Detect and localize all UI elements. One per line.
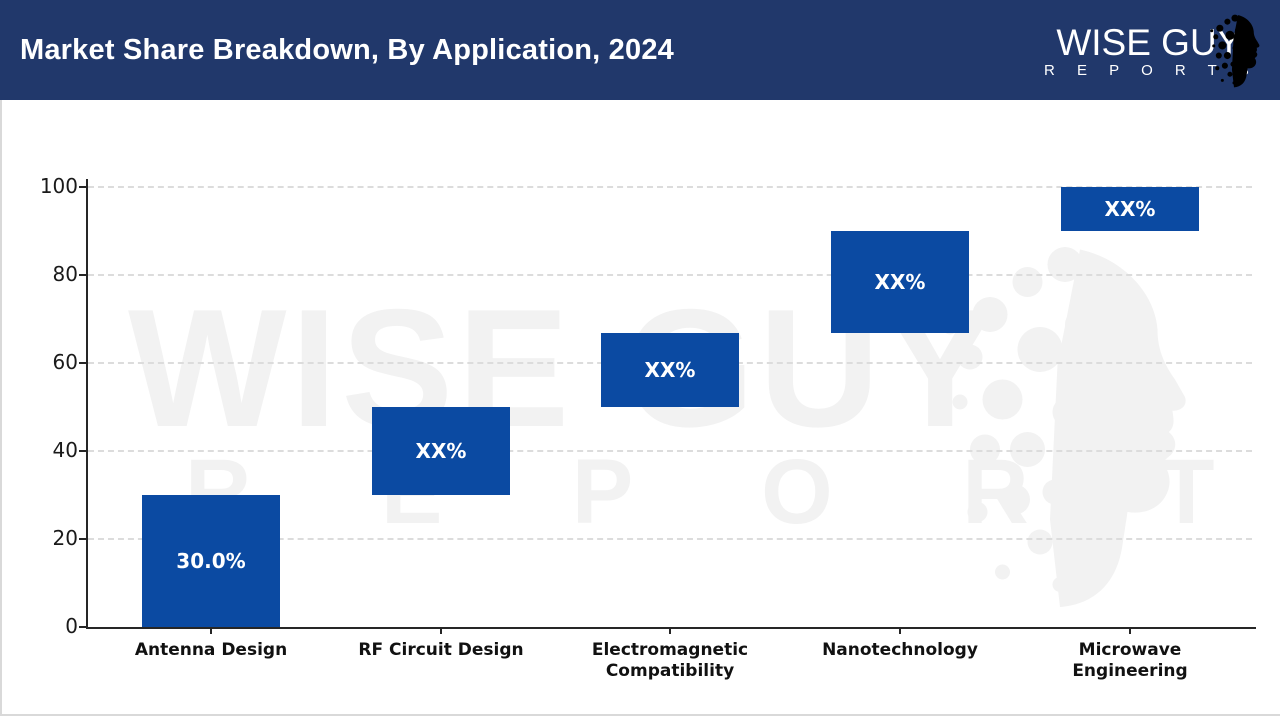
y-tick-mark — [79, 537, 87, 540]
y-axis-spine — [86, 179, 88, 629]
bar-microwave-engineering: XX% — [1061, 186, 1199, 231]
bar-antenna-design: 30.0% — [142, 494, 280, 627]
x-category-label: RF Circuit Design — [358, 640, 524, 660]
y-tick-label: 100 — [39, 173, 78, 198]
y-tick-label: 80 — [52, 261, 78, 286]
y-tick-label: 20 — [52, 525, 78, 550]
x-tick-mark — [440, 627, 442, 634]
wiseguy-face-icon — [1210, 14, 1260, 88]
x-category-label: Microwave Engineering — [1072, 640, 1188, 681]
x-tick-mark — [1129, 627, 1131, 634]
x-axis-spine — [86, 627, 1256, 629]
y-tick-label: 40 — [52, 437, 78, 462]
y-tick-mark — [79, 185, 87, 188]
wiseguy-logo: WISE GUY R E P O R T S — [1006, 6, 1266, 94]
x-category-label: Electromagnetic Compatibility — [591, 640, 749, 681]
bar-rf-circuit-design: XX% — [372, 406, 510, 495]
y-tick-label: 60 — [52, 349, 78, 374]
y-tick-mark — [79, 626, 87, 628]
y-tick-label: 0 — [65, 614, 78, 638]
header-bar: Market Share Breakdown, By Application, … — [0, 0, 1280, 100]
x-tick-mark — [899, 627, 901, 634]
bar-nanotechnology: XX% — [831, 230, 969, 334]
y-gridline — [88, 537, 1252, 540]
y-tick-mark — [79, 273, 87, 276]
bar-value-label: XX% — [644, 357, 696, 382]
y-tick-mark — [79, 361, 87, 364]
y-tick-mark — [79, 449, 87, 452]
y-gridline — [88, 449, 1252, 452]
x-tick-mark — [210, 627, 212, 634]
y-gridline — [88, 273, 1252, 276]
wiseguy-logo-text: WISE GUY R E P O R T S — [1040, 24, 1258, 80]
y-gridline — [88, 185, 1252, 188]
wiseguy-logo-line2: R E P O R T S — [1044, 62, 1258, 79]
bar-value-label: XX% — [874, 269, 926, 294]
bar-value-label: XX% — [1104, 196, 1156, 221]
x-tick-mark — [669, 627, 671, 634]
chart-title: Market Share Breakdown, By Application, … — [20, 33, 674, 66]
bar-electromagnetic-compatibility: XX% — [601, 333, 739, 407]
wiseguy-logo-line1: WISE GUY — [1056, 22, 1242, 63]
bar-value-label: 30.0% — [176, 548, 246, 573]
x-category-label: Nanotechnology — [822, 640, 978, 660]
x-category-label: Antenna Design — [134, 640, 288, 660]
bar-value-label: XX% — [415, 438, 467, 463]
